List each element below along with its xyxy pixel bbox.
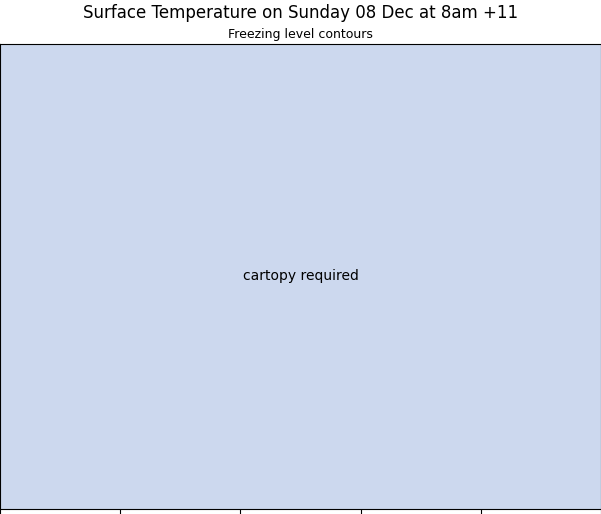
Text: cartopy required: cartopy required <box>243 269 358 283</box>
Text: Surface Temperature on Sunday 08 Dec at 8am +11: Surface Temperature on Sunday 08 Dec at … <box>83 4 518 22</box>
Text: Freezing level contours: Freezing level contours <box>228 28 373 42</box>
